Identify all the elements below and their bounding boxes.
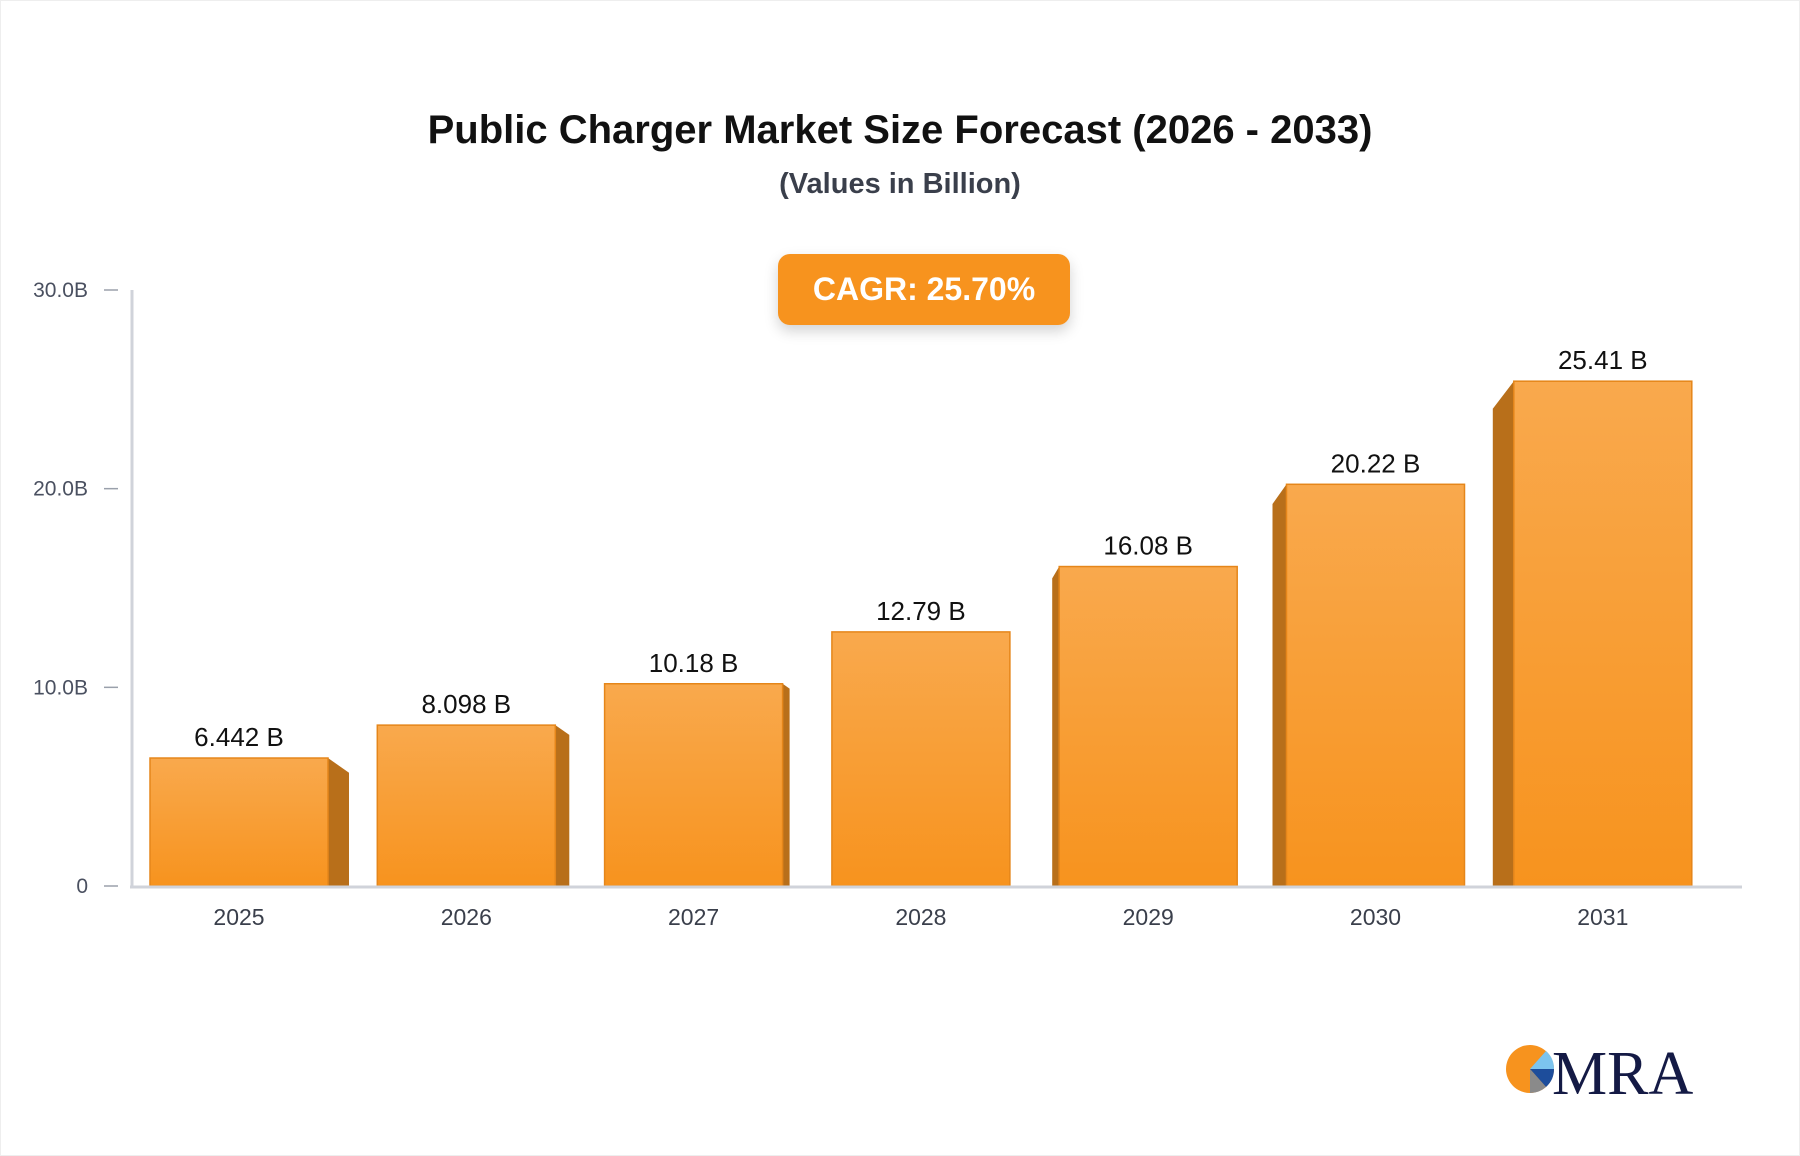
- data-label: 25.41 B: [1558, 345, 1648, 375]
- data-label: 12.79 B: [876, 596, 966, 626]
- chart-subtitle: (Values in Billion): [779, 168, 1021, 200]
- y-tick-label: 20.0B: [33, 478, 88, 501]
- x-tick-label: 2027: [668, 904, 719, 930]
- cagr-badge: CAGR: 25.70%: [778, 254, 1070, 325]
- y-tick-label: 0: [76, 875, 88, 898]
- bar-2029: [1058, 565, 1238, 887]
- x-tick-label: 2025: [213, 904, 264, 930]
- bar-side: [1272, 484, 1287, 886]
- y-tick-label: 30.0B: [33, 279, 88, 302]
- data-label: 16.08 B: [1103, 531, 1193, 561]
- data-label: 8.098 B: [421, 689, 511, 719]
- data-label: 6.442 B: [194, 722, 284, 752]
- bar-2025: [149, 757, 329, 887]
- bar-side: [555, 725, 570, 886]
- bar-2026: [376, 724, 557, 887]
- logo-text: MRA: [1552, 1040, 1693, 1100]
- x-tick-label: 2026: [441, 904, 492, 930]
- bar-2031: [1513, 380, 1693, 887]
- data-label: 20.22 B: [1331, 448, 1421, 478]
- bar-2028: [831, 631, 1011, 887]
- data-label: 10.18 B: [649, 648, 739, 678]
- bar-side: [1052, 566, 1060, 886]
- x-tick-label: 2028: [895, 904, 946, 930]
- chart-title: Public Charger Market Size Forecast (202…: [427, 108, 1373, 152]
- x-tick-label: 2031: [1577, 904, 1628, 930]
- x-tick-label: 2029: [1123, 904, 1174, 930]
- bar-2027: [603, 683, 784, 887]
- y-tick-label: 10.0B: [33, 676, 88, 699]
- bar-2030: [1285, 483, 1466, 887]
- mra-logo: MRA: [1506, 1040, 1693, 1100]
- bar-side: [328, 758, 349, 886]
- bar-side: [1492, 381, 1514, 886]
- x-tick-label: 2030: [1350, 904, 1401, 930]
- bar-side: [782, 683, 790, 886]
